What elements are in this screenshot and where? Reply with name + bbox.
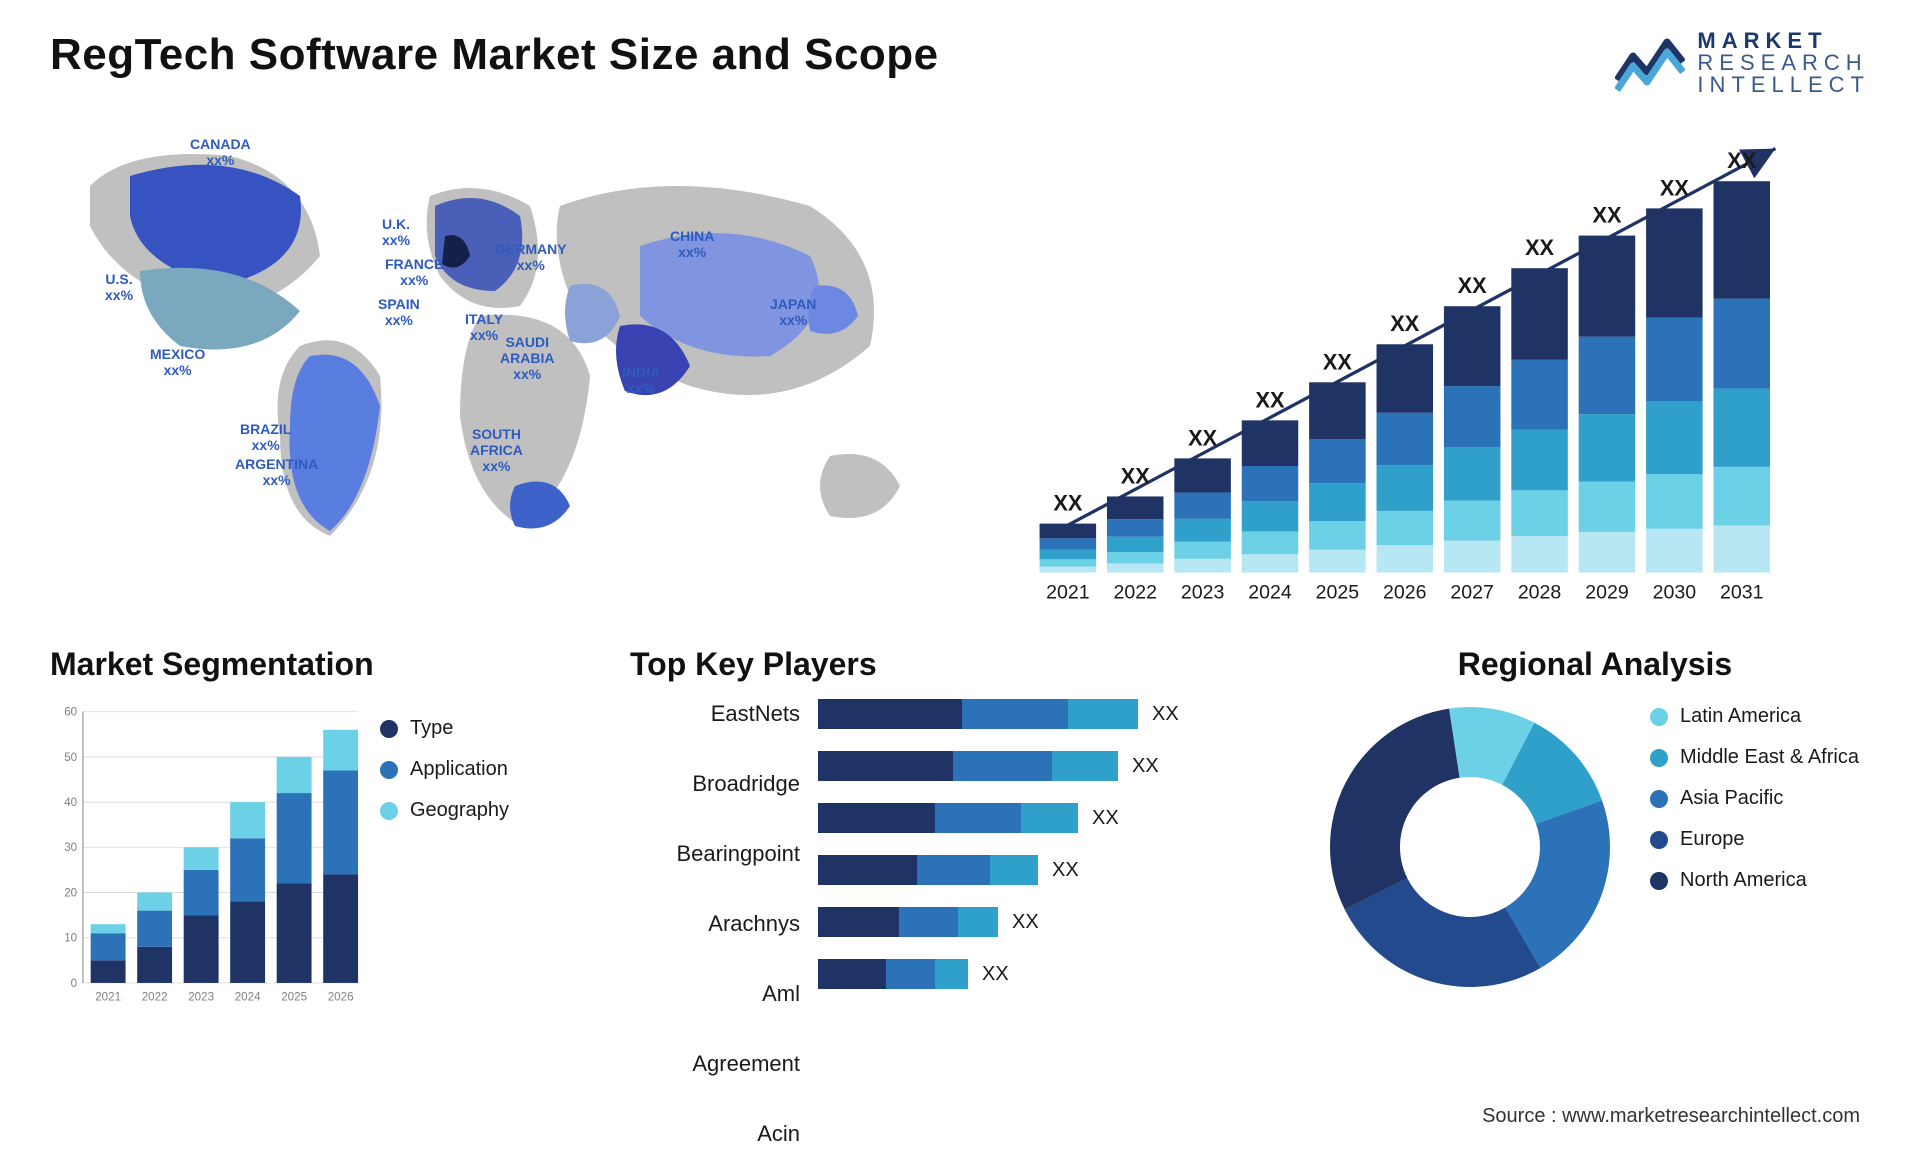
svg-text:XX: XX [1592, 203, 1621, 228]
page-title: RegTech Software Market Size and Scope [50, 30, 939, 80]
key-player-value: XX [982, 963, 1009, 986]
svg-text:XX: XX [1121, 463, 1150, 488]
svg-text:2028: 2028 [1518, 582, 1562, 604]
key-player-bar-row: XX [818, 697, 1290, 731]
svg-text:2026: 2026 [1383, 582, 1427, 604]
key-player-value: XX [1152, 703, 1179, 726]
svg-text:XX: XX [1390, 311, 1419, 336]
world-map: CANADAxx% U.S.xx% MEXICOxx% BRAZILxx%ARGENT… [50, 116, 930, 616]
map-label: CHINAxx% [670, 228, 714, 260]
regional-legend: Latin America Middle East & Africa Asia Pa… [1650, 697, 1859, 892]
svg-text:2022: 2022 [1113, 582, 1156, 604]
key-player-value: XX [1012, 911, 1039, 934]
map-label: MEXICOxx% [150, 346, 205, 378]
legend-item: Europe [1650, 828, 1859, 851]
key-player-name: Aml [630, 977, 800, 1011]
key-player-bar-row: XX [818, 749, 1290, 783]
legend-item: Type [380, 717, 509, 740]
logo-line2: RESEARCH [1697, 52, 1870, 74]
key-player-bar-row: XX [818, 905, 1290, 939]
key-players-title: Top Key Players [630, 646, 1290, 683]
map-label: INDIAxx% [622, 364, 660, 396]
svg-text:XX: XX [1458, 273, 1487, 298]
map-label: ARGENTINAxx% [235, 456, 318, 488]
svg-text:2023: 2023 [188, 990, 214, 1003]
svg-text:20: 20 [64, 886, 77, 899]
segmentation-title: Market Segmentation [50, 646, 600, 683]
growth-chart-svg: 2021 XX 2022 XX 2023 XX 2024 XX 2025 XX 2026 XX 2027… [970, 116, 1870, 616]
map-label: BRAZILxx% [240, 421, 291, 453]
key-player-bar-row: XX [818, 957, 1290, 991]
svg-text:2021: 2021 [95, 990, 121, 1003]
svg-text:XX: XX [1727, 148, 1756, 173]
svg-text:XX: XX [1323, 349, 1352, 374]
key-player-bar-row [818, 1009, 1290, 1043]
key-player-value: XX [1052, 859, 1079, 882]
map-label: SAUDIARABIAxx% [500, 334, 554, 382]
key-players-labels: EastNets Broadridge Bearingpoint Arachnys Am… [630, 697, 800, 1169]
growth-chart: 2021 XX 2022 XX 2023 XX 2024 XX 2025 XX 2026 XX 2027… [970, 116, 1870, 616]
logo-line3: INTELLECT [1697, 74, 1870, 96]
svg-text:10: 10 [64, 932, 77, 945]
svg-text:60: 60 [64, 706, 77, 719]
legend-item: Geography [380, 799, 509, 822]
legend-item: Latin America [1650, 705, 1859, 728]
svg-text:2024: 2024 [1248, 582, 1292, 604]
map-label: FRANCExx% [385, 256, 443, 288]
svg-text:30: 30 [64, 841, 77, 854]
svg-text:2027: 2027 [1450, 582, 1493, 604]
regional-panel: Regional Analysis Latin America Middle Ea… [1320, 646, 1870, 1066]
svg-text:2026: 2026 [328, 990, 354, 1003]
map-label: GERMANYxx% [495, 241, 567, 273]
map-label: JAPANxx% [770, 296, 816, 328]
regional-donut [1320, 697, 1620, 997]
svg-text:2030: 2030 [1653, 582, 1697, 604]
svg-text:XX: XX [1053, 491, 1082, 516]
key-player-value: XX [1092, 807, 1119, 830]
key-player-bar-row: XX [818, 801, 1290, 835]
svg-text:2025: 2025 [1316, 582, 1360, 604]
key-player-name: Broadridge [630, 767, 800, 801]
svg-text:2029: 2029 [1585, 582, 1628, 604]
regional-title: Regional Analysis [1320, 646, 1870, 683]
segmentation-chart: 0 10 20 30 40 50 60 2021 2022 2023 2024 2025 2026 [50, 697, 360, 1017]
logo-line1: MARKET [1697, 30, 1870, 52]
segmentation-panel: Market Segmentation 0 10 20 30 40 50 60 2021 202… [50, 646, 600, 1066]
map-label: ITALYxx% [465, 311, 503, 343]
svg-text:2021: 2021 [1046, 582, 1089, 604]
svg-text:2024: 2024 [235, 990, 261, 1003]
map-label: U.S.xx% [105, 271, 133, 303]
logo-icon [1615, 34, 1685, 92]
svg-text:XX: XX [1525, 235, 1554, 260]
legend-item: Application [380, 758, 509, 781]
key-players-chart: XX XX XX XX XX XX [818, 697, 1290, 1169]
legend-item: North America [1650, 869, 1859, 892]
key-player-name: Agreement [630, 1047, 800, 1081]
legend-item: Asia Pacific [1650, 787, 1859, 810]
key-player-name: EastNets [630, 697, 800, 731]
svg-text:XX: XX [1188, 425, 1217, 450]
legend-item: Middle East & Africa [1650, 746, 1859, 769]
svg-text:0: 0 [71, 977, 77, 990]
source-text: Source : www.marketresearchintellect.com [1482, 1105, 1860, 1128]
segmentation-legend: Type Application Geography [380, 697, 509, 822]
map-label: CANADAxx% [190, 136, 251, 168]
map-label: U.K.xx% [382, 216, 410, 248]
svg-text:XX: XX [1256, 387, 1285, 412]
svg-text:2022: 2022 [142, 990, 168, 1003]
svg-text:40: 40 [64, 796, 77, 809]
key-player-value: XX [1132, 755, 1159, 778]
map-label: SOUTHAFRICAxx% [470, 426, 523, 474]
key-player-name: Bearingpoint [630, 837, 800, 871]
key-player-name: Arachnys [630, 907, 800, 941]
svg-text:2023: 2023 [1181, 582, 1225, 604]
svg-text:2031: 2031 [1720, 582, 1763, 604]
svg-text:XX: XX [1660, 175, 1689, 200]
key-player-bar-row: XX [818, 853, 1290, 887]
logo: MARKET RESEARCH INTELLECT [1615, 30, 1870, 96]
svg-text:2025: 2025 [281, 990, 307, 1003]
key-players-panel: Top Key Players EastNets Broadridge Bearin… [630, 646, 1290, 1066]
map-label: SPAINxx% [378, 296, 420, 328]
svg-text:50: 50 [64, 751, 77, 764]
